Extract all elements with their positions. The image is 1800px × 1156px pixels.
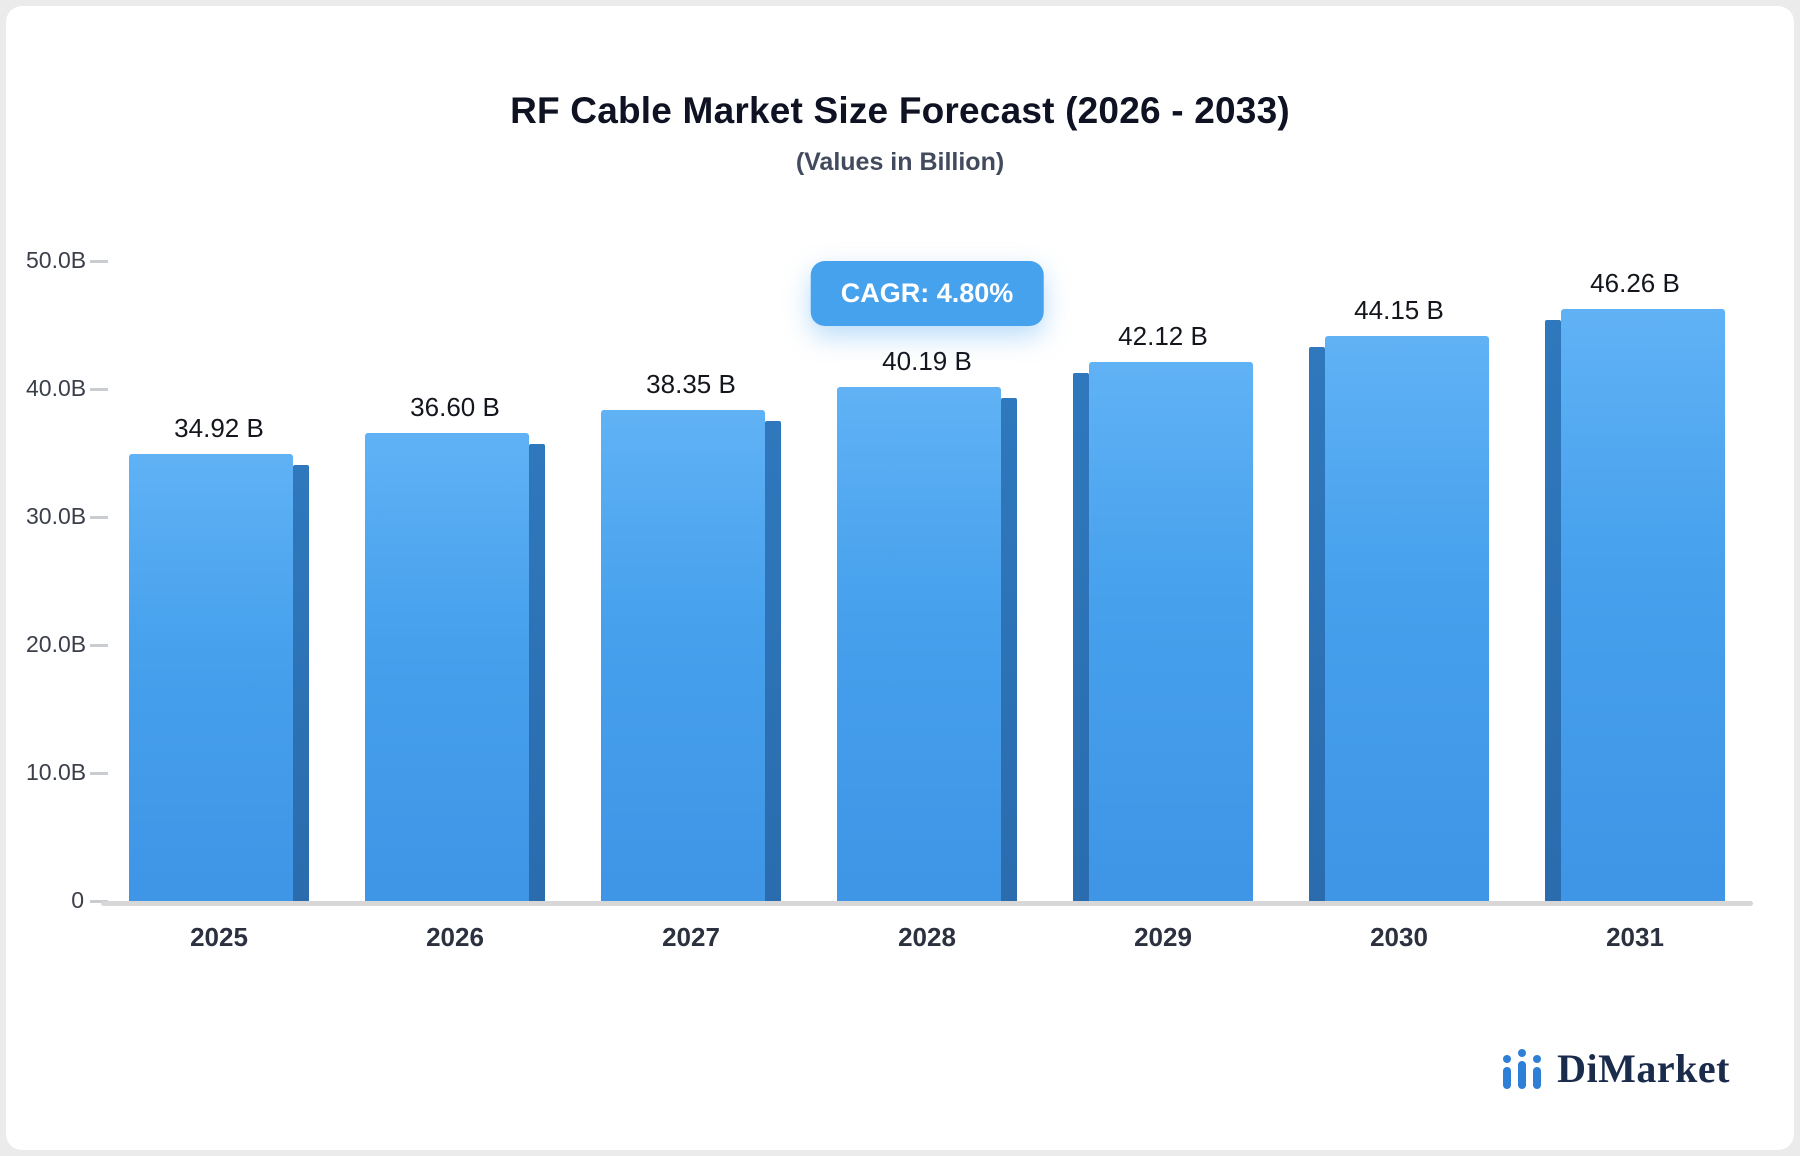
bar-value-label: 40.19 B bbox=[882, 346, 972, 376]
x-tick-label: 2027 bbox=[662, 922, 720, 952]
y-tick-label: 40.0B bbox=[26, 375, 87, 401]
y-tick-label: 20.0B bbox=[26, 631, 87, 657]
bar-side-shade bbox=[529, 444, 545, 901]
chart-title: RF Cable Market Size Forecast (2026 - 20… bbox=[510, 90, 1290, 131]
cagr-badge: CAGR: 4.80% bbox=[810, 261, 1044, 326]
y-tick-label: 0 bbox=[71, 887, 84, 913]
bar-face bbox=[129, 454, 293, 901]
chart-subtitle: (Values in Billion) bbox=[795, 148, 1005, 176]
bar-value-label: 44.15 B bbox=[1354, 295, 1444, 325]
bar-side-shade bbox=[1545, 320, 1561, 901]
y-tick-mark bbox=[90, 644, 108, 647]
bar bbox=[837, 387, 1017, 901]
y-tick-mark bbox=[90, 516, 108, 519]
x-axis-baseline bbox=[101, 901, 1753, 906]
bar bbox=[601, 410, 781, 901]
chart-card: RF Cable Market Size Forecast (2026 - 20… bbox=[6, 6, 1794, 1150]
x-tick-label: 2029 bbox=[1134, 922, 1192, 952]
y-tick-mark bbox=[90, 260, 108, 263]
bar bbox=[129, 454, 309, 901]
bar-slot: 36.60 B 2026 bbox=[337, 261, 573, 961]
bar-side-shade bbox=[1001, 398, 1017, 901]
bar-value-label: 36.60 B bbox=[410, 392, 500, 422]
bar-face bbox=[601, 410, 765, 901]
bar-value-label: 42.12 B bbox=[1118, 321, 1208, 351]
x-tick-label: 2031 bbox=[1606, 922, 1664, 952]
bar-slot: 42.12 B 2029 bbox=[1045, 261, 1281, 961]
y-tick-label: 30.0B bbox=[26, 503, 87, 529]
bar-value-label: 34.92 B bbox=[174, 413, 264, 443]
plot-area: 34.92 B 2025 36.60 B 2026 38.35 B 2027 40.19 B… bbox=[101, 261, 1753, 961]
bar bbox=[1545, 309, 1725, 901]
bar-slot: 44.15 B 2030 bbox=[1281, 261, 1517, 961]
bar-slot: 40.19 B 2028 bbox=[809, 261, 1045, 961]
bar bbox=[365, 433, 545, 901]
y-tick-label: 10.0B bbox=[26, 759, 87, 785]
x-tick-label: 2026 bbox=[426, 922, 484, 952]
bar-face bbox=[837, 387, 1001, 901]
y-tick-mark bbox=[90, 772, 108, 775]
bar-face bbox=[365, 433, 529, 901]
bar-side-shade bbox=[765, 421, 781, 901]
y-tick-mark bbox=[90, 388, 108, 391]
bar-face bbox=[1325, 336, 1489, 901]
bar-face bbox=[1089, 362, 1253, 901]
bar-slot: 34.92 B 2025 bbox=[101, 261, 337, 961]
x-tick-label: 2025 bbox=[190, 922, 248, 952]
y-tick-label: 50.0B bbox=[26, 247, 87, 273]
bar-slot: 38.35 B 2027 bbox=[573, 261, 809, 961]
bar-side-shade bbox=[1073, 373, 1089, 901]
chart-area: CAGR: 4.80% 50.0B 40.0B 30.0B 20.0B 10.0B 0 3… bbox=[26, 247, 1786, 991]
y-axis: 50.0B 40.0B 30.0B 20.0B 10.0B 0 bbox=[26, 247, 1786, 961]
x-tick-label: 2030 bbox=[1370, 922, 1428, 952]
brand-name: DiMarket bbox=[1557, 1046, 1730, 1091]
bar bbox=[1309, 336, 1489, 901]
bar-side-shade bbox=[1309, 347, 1325, 901]
y-tick-mark bbox=[90, 900, 108, 903]
bar-value-label: 46.26 B bbox=[1590, 268, 1680, 298]
brand-logo: DiMarket bbox=[1499, 1045, 1730, 1092]
bar-slot: 46.26 B 2031 bbox=[1517, 261, 1753, 961]
bar-side-shade bbox=[293, 465, 309, 901]
x-tick-label: 2028 bbox=[898, 922, 956, 952]
brand-icon bbox=[1503, 1048, 1542, 1089]
bar-value-label: 38.35 B bbox=[646, 369, 736, 399]
bar-face bbox=[1561, 309, 1725, 901]
bar bbox=[1073, 362, 1253, 901]
